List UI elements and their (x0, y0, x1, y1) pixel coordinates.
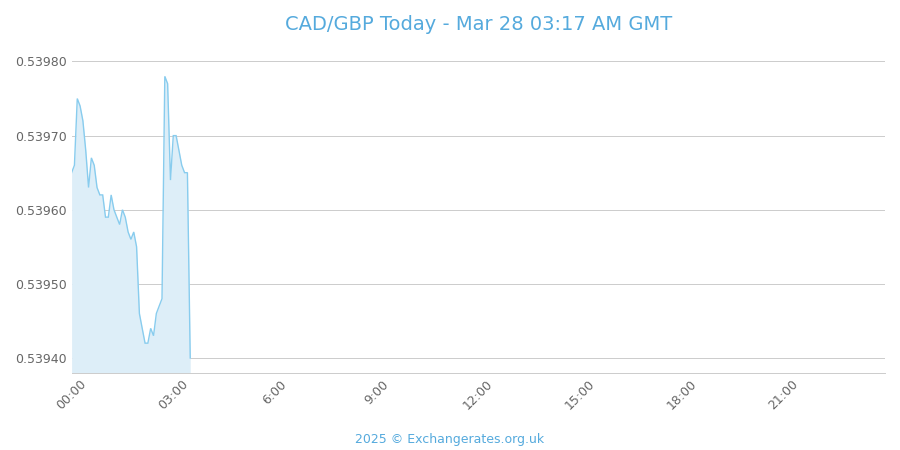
Title: CAD/GBP Today - Mar 28 03:17 AM GMT: CAD/GBP Today - Mar 28 03:17 AM GMT (284, 15, 672, 34)
Text: 2025 © Exchangerates.org.uk: 2025 © Exchangerates.org.uk (356, 432, 544, 446)
